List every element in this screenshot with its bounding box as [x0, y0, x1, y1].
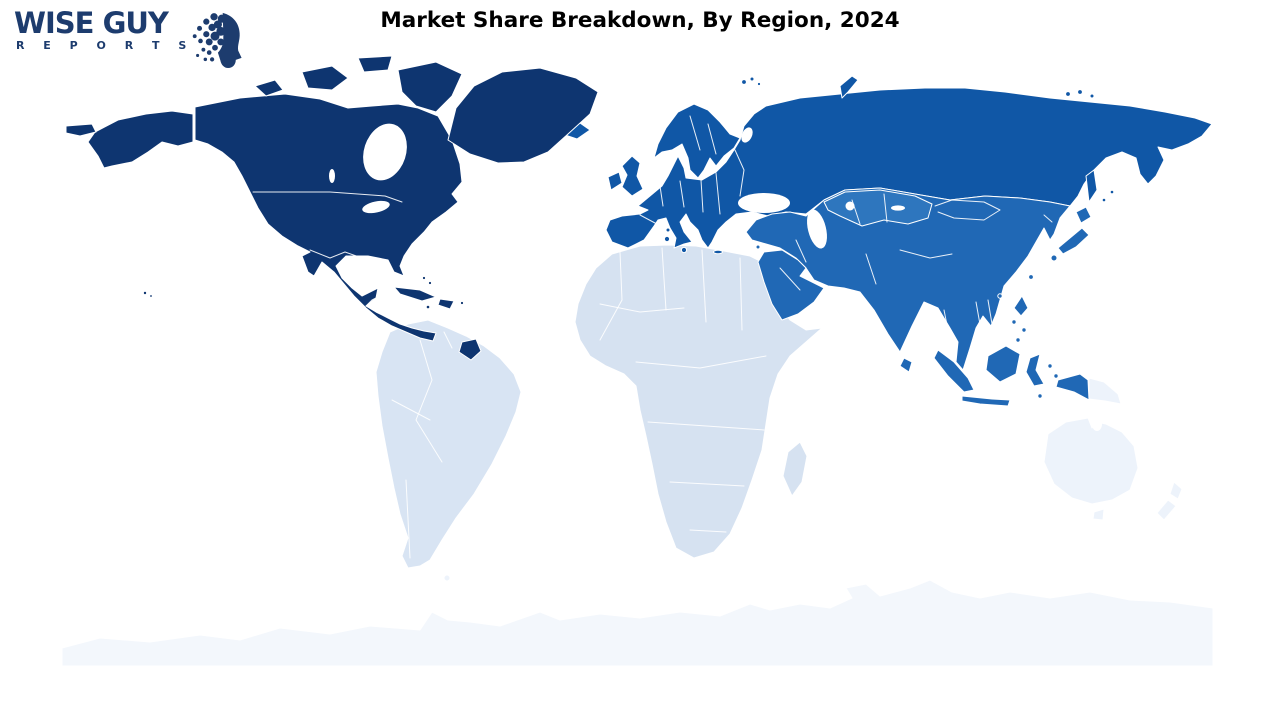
hudson-bay — [363, 123, 407, 181]
great-lakes — [362, 200, 390, 214]
central-asia-shape — [823, 189, 933, 227]
tasmania-shape — [1092, 508, 1105, 521]
logo-text: WISE GUY R E P O R T S — [14, 6, 194, 53]
wise-guy-reports-logo: WISE GUY R E P O R T S — [14, 8, 244, 71]
arctic-islands-dots — [663, 76, 1115, 255]
victoria-island-shape — [301, 65, 349, 91]
region-antarctica — [61, 579, 1214, 667]
java-shape — [961, 395, 1011, 407]
great-britain-shape — [621, 155, 644, 197]
gulf-of-carpentaria — [1092, 417, 1102, 431]
white-sea — [741, 127, 753, 143]
north-america-island-dots — [142, 275, 465, 310]
dotted-head-profile-icon — [192, 12, 242, 69]
asia-mainland-shape — [745, 187, 1071, 371]
french-guiana-shape — [458, 338, 482, 361]
aleutian-wrap-shape — [65, 123, 97, 137]
country-borders — [192, 115, 1053, 559]
borneo-shape — [985, 345, 1021, 383]
sri-lanka-shape — [899, 357, 913, 373]
sulawesi-shape — [1025, 353, 1045, 387]
face-profile-shape — [217, 12, 242, 69]
head-dots — [192, 13, 226, 62]
australia-shape — [1043, 417, 1139, 505]
north-america-mainland-shape — [194, 93, 463, 342]
lake-winnipeg — [329, 169, 335, 183]
asia-island-dots — [755, 244, 1059, 399]
banks-island-shape — [254, 79, 284, 97]
new-zealand-north-shape — [1169, 481, 1183, 500]
greenland-shape — [447, 67, 599, 164]
region-asia-pacific — [745, 187, 1092, 407]
chart-title: Market Share Breakdown, By Region, 2024 — [380, 8, 900, 33]
caspian-sea — [807, 209, 827, 249]
novaya-zemlya-shape — [839, 75, 859, 99]
region-north-america — [65, 55, 599, 361]
philippines-luzon-shape — [1013, 295, 1029, 317]
region-oceania — [443, 377, 1183, 582]
region-south-america — [375, 319, 522, 569]
lake-balkhash — [891, 205, 905, 211]
japan-honshu-shape — [1057, 227, 1090, 255]
ellesmere-island-shape — [357, 55, 393, 73]
south-america-shape — [375, 319, 522, 569]
sakhalin-shape — [1085, 169, 1098, 203]
ireland-shape — [607, 171, 623, 191]
cuba-shape — [393, 286, 437, 302]
new-guinea-west-shape — [1055, 373, 1090, 401]
falkland-islands-dot — [443, 574, 451, 582]
aral-sea — [845, 201, 855, 211]
antarctica-shape — [61, 579, 1214, 667]
logo-brand-name: WISE GUY — [14, 6, 169, 40]
new-zealand-south-shape — [1156, 499, 1177, 521]
new-guinea-east-shape — [1088, 377, 1122, 405]
logo-brand-subtitle: R E P O R T S — [16, 39, 194, 53]
baffin-island-shape — [397, 61, 463, 113]
sumatra-shape — [933, 349, 975, 393]
madagascar-shape — [782, 441, 808, 497]
arabian-peninsula-shape — [757, 249, 825, 321]
japan-hokkaido-shape — [1075, 206, 1092, 224]
hispaniola-shape — [437, 298, 455, 310]
alaska-shape — [87, 110, 194, 169]
